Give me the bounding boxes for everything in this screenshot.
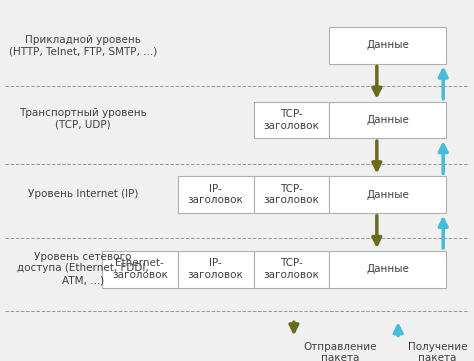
Text: Данные: Данные: [366, 190, 409, 200]
Text: IP-
заголовок: IP- заголовок: [188, 184, 244, 205]
Bar: [329, 176, 446, 213]
Text: Транспортный уровень
(TCP, UDP): Транспортный уровень (TCP, UDP): [19, 108, 147, 130]
Text: TCP-
заголовок: TCP- заголовок: [264, 184, 319, 205]
Bar: [178, 251, 254, 287]
Text: Ethernet-
заголовок: Ethernet- заголовок: [112, 258, 168, 280]
Bar: [254, 251, 329, 287]
Bar: [102, 251, 178, 287]
Text: Прикладной уровень
(HTTP, Telnet, FTP, SMTP, ...): Прикладной уровень (HTTP, Telnet, FTP, S…: [9, 35, 157, 57]
Text: Данные: Данные: [366, 115, 409, 125]
Text: IP-
заголовок: IP- заголовок: [188, 258, 244, 280]
Text: Уровень Internet (IP): Уровень Internet (IP): [28, 189, 138, 199]
Text: Данные: Данные: [366, 264, 409, 274]
Text: TCP-
заголовок: TCP- заголовок: [264, 258, 319, 280]
Bar: [254, 102, 329, 138]
Bar: [329, 251, 446, 287]
Text: Данные: Данные: [366, 40, 409, 50]
Text: Отправление
пакета: Отправление пакета: [303, 342, 377, 361]
Bar: [329, 27, 446, 64]
Bar: [254, 176, 329, 213]
Bar: [329, 102, 446, 138]
Text: Получение
пакета: Получение пакета: [408, 342, 467, 361]
Text: Уровень сетевого
доступа (Ethernet, FDDI,
ATM, ...): Уровень сетевого доступа (Ethernet, FDDI…: [17, 252, 149, 285]
Bar: [178, 176, 254, 213]
Text: TCP-
заголовок: TCP- заголовок: [264, 109, 319, 131]
